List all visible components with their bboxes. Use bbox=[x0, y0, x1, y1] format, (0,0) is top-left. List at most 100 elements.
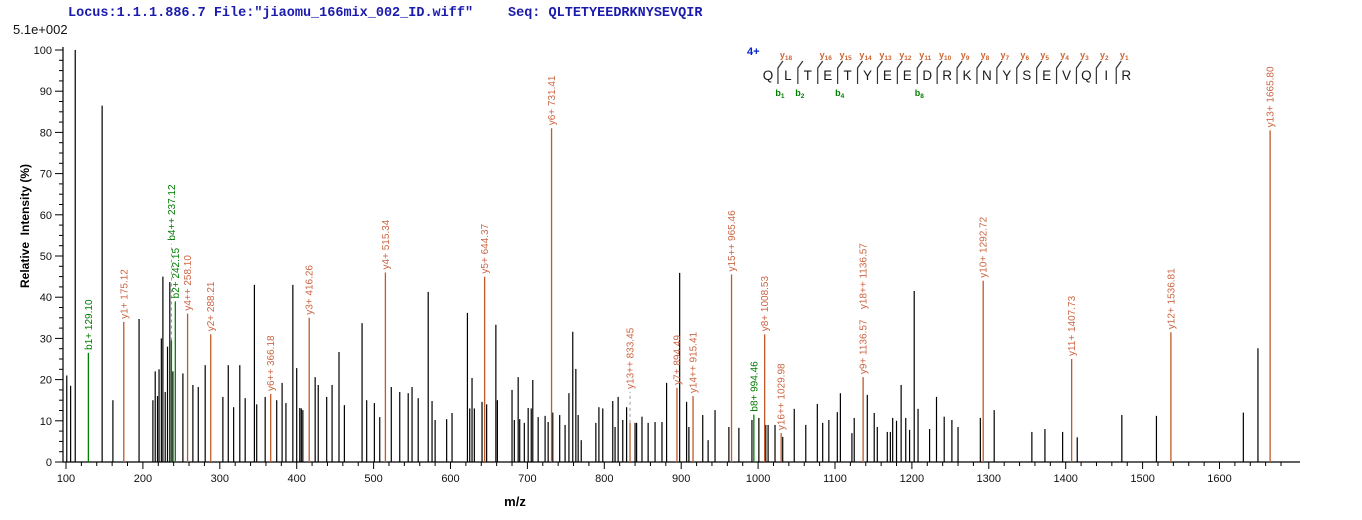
residue-letter: L bbox=[784, 68, 792, 83]
residue-letter: T bbox=[843, 68, 851, 83]
residue-letter: Y bbox=[863, 68, 872, 83]
x-tick-label: 1400 bbox=[1053, 473, 1077, 485]
fragment-ion-label: y9+ 1136.57 bbox=[859, 319, 870, 374]
fragment-ion-label: y7+ 894.49 bbox=[672, 335, 683, 385]
fragment-ion-label: y18++ 1136.57 bbox=[859, 243, 870, 309]
residue-letter: E bbox=[883, 68, 892, 83]
b4-ion-label: b4 bbox=[835, 88, 845, 100]
fragment-ion-label: y14++ 915.41 bbox=[689, 331, 700, 393]
fragment-ion-label: y4++ 258.10 bbox=[183, 255, 194, 311]
y-tick-label: 50 bbox=[40, 251, 52, 263]
cleavage-divider bbox=[797, 60, 804, 84]
y3-ion-label: y3 bbox=[1080, 50, 1089, 62]
x-tick-label: 400 bbox=[288, 473, 306, 485]
fragment-ion-label: y4+ 515.34 bbox=[381, 219, 392, 269]
fragment-ion-label: y15++ 965.46 bbox=[727, 210, 738, 272]
cleavage-divider bbox=[916, 60, 923, 84]
residue-letter: K bbox=[962, 68, 971, 83]
y-tick-label: 0 bbox=[46, 457, 52, 469]
y9-ion-label: y9 bbox=[961, 50, 970, 62]
x-tick-label: 1000 bbox=[746, 473, 770, 485]
y6-ion-label: y6 bbox=[1020, 50, 1029, 62]
x-tick-label: 800 bbox=[595, 473, 613, 485]
precursor-charge-label: 4+ bbox=[747, 46, 760, 58]
cleavage-divider bbox=[1095, 60, 1102, 84]
residue-letter: N bbox=[982, 68, 992, 83]
peptide-sequence-text: QLTETYEEDRKNYSEVQIR bbox=[548, 6, 703, 21]
x-tick-label: 1100 bbox=[823, 473, 847, 485]
residue-letter: S bbox=[1022, 68, 1031, 83]
residue-letter: T bbox=[804, 68, 812, 83]
cleavage-divider bbox=[1016, 60, 1023, 84]
residue-letter: E bbox=[823, 68, 832, 83]
residue-letter: Y bbox=[1002, 68, 1011, 83]
y5-ion-label: y5 bbox=[1040, 50, 1049, 62]
residue-letter: Q bbox=[763, 68, 774, 83]
y7-ion-label: y7 bbox=[1001, 50, 1010, 62]
fragment-ion-label: y13++ 833.45 bbox=[626, 327, 637, 389]
sequence-header: Seq: QLTETYEEDRKNYSEVQIR bbox=[508, 6, 702, 21]
x-tick-label: 500 bbox=[364, 473, 382, 485]
locus-file-label: Locus:1.1.1.886.7 File:"jiaomu_166mix_00… bbox=[68, 6, 474, 21]
y15-ion-label: y15 bbox=[840, 50, 853, 62]
y-tick-label: 30 bbox=[40, 333, 52, 345]
fragment-ion-label: b2+ 242.15 bbox=[171, 248, 182, 299]
cleavage-divider bbox=[1075, 60, 1082, 84]
y-tick-label: 90 bbox=[40, 86, 52, 98]
y18-ion-label: y18 bbox=[780, 50, 793, 62]
fragment-ion-label: y16++ 1029.98 bbox=[777, 363, 788, 430]
b8-ion-label: b8 bbox=[915, 88, 925, 100]
fragment-ion-label: y8+ 1008.53 bbox=[760, 276, 771, 332]
cleavage-divider bbox=[936, 60, 943, 84]
max-intensity-label: 5.1e+002 bbox=[13, 22, 68, 37]
y2-ion-label: y2 bbox=[1100, 50, 1109, 62]
x-tick-label: 1300 bbox=[977, 473, 1001, 485]
y14-ion-label: y14 bbox=[859, 50, 872, 62]
y4-ion-label: y4 bbox=[1060, 50, 1069, 62]
cleavage-divider bbox=[996, 60, 1003, 84]
x-tick-label: 600 bbox=[441, 473, 459, 485]
y-tick-label: 70 bbox=[40, 169, 52, 181]
b1-ion-label: b1 bbox=[775, 88, 785, 100]
y11-ion-label: y11 bbox=[919, 50, 931, 62]
x-tick-label: 700 bbox=[518, 473, 536, 485]
x-tick-label: 1500 bbox=[1130, 473, 1154, 485]
x-tick-label: 900 bbox=[672, 473, 690, 485]
residue-letter: V bbox=[1062, 68, 1071, 83]
fragment-ion-label: y12+ 1536.81 bbox=[1166, 268, 1177, 329]
cleavage-divider bbox=[956, 60, 963, 84]
y-tick-label: 10 bbox=[40, 416, 52, 428]
y-tick-label: 60 bbox=[40, 210, 52, 222]
cleavage-divider bbox=[837, 60, 844, 84]
fragment-ion-label: b8+ 994.46 bbox=[749, 361, 760, 412]
cleavage-divider bbox=[856, 60, 864, 84]
fragment-ion-label: y2+ 288.21 bbox=[206, 281, 217, 331]
fragment-ion-label: y13+ 1665.80 bbox=[1266, 66, 1277, 127]
x-tick-label: 1600 bbox=[1207, 473, 1231, 485]
residue-letter: E bbox=[1042, 68, 1051, 83]
residue-letter: E bbox=[903, 68, 912, 83]
y12-ion-label: y12 bbox=[899, 50, 912, 62]
x-tick-label: 200 bbox=[134, 473, 152, 485]
y-tick-label: 100 bbox=[34, 45, 52, 57]
residue-letter: R bbox=[1121, 68, 1131, 83]
fragment-ion-label: y6++ 366.18 bbox=[266, 335, 277, 391]
fragment-ion-label: y5+ 644.37 bbox=[480, 223, 491, 273]
x-tick-label: 300 bbox=[211, 473, 229, 485]
cleavage-divider bbox=[976, 60, 983, 84]
y16-ion-label: y16 bbox=[820, 50, 833, 62]
fragment-ion-label: b1+ 129.10 bbox=[84, 299, 95, 350]
fragment-ion-label: y11+ 1407.73 bbox=[1067, 295, 1078, 356]
x-tick-label: 1200 bbox=[900, 473, 924, 485]
cleavage-divider bbox=[1036, 60, 1043, 84]
y13-ion-label: y13 bbox=[879, 50, 892, 62]
y-tick-label: 20 bbox=[40, 375, 52, 387]
fragment-ion-label: y3+ 416.26 bbox=[305, 265, 316, 315]
cleavage-divider bbox=[876, 60, 883, 84]
fragment-ion-label: y10+ 1292.72 bbox=[979, 216, 990, 277]
residue-letter: Q bbox=[1081, 68, 1092, 83]
fragment-ion-label: b4++ 237.12 bbox=[167, 184, 178, 241]
